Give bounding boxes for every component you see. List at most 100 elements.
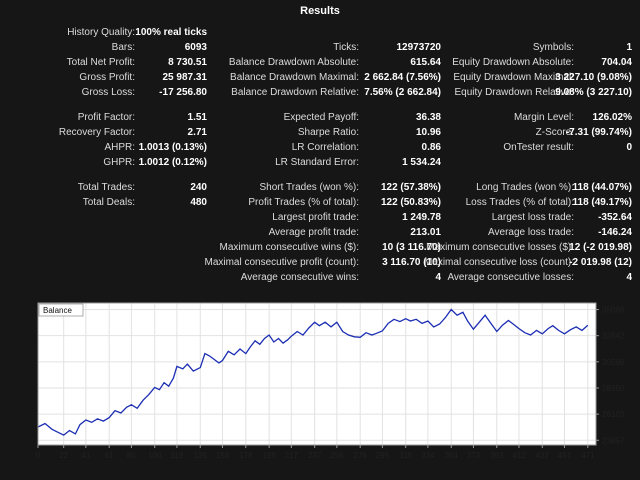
stat-value: 615.64 [410, 57, 441, 68]
legend-box [38, 303, 84, 317]
stat-value: 1.51 [187, 112, 207, 123]
stat-label: Margin Level: [513, 112, 574, 123]
stat-value: 12973720 [396, 42, 442, 53]
stat-label [207, 25, 359, 40]
stat-value: 213.01 [410, 227, 441, 238]
stats-table: History Quality: 100% real ticks Bars: 6093… [0, 25, 640, 285]
x-tick-label: 22 [59, 451, 68, 460]
stat-value [574, 25, 632, 40]
stat-value [135, 225, 207, 240]
x-tick-label: 334 [421, 451, 435, 460]
stat-value: 4 [626, 272, 632, 283]
stat-value: 1 [626, 42, 632, 53]
stat-value: 126.02% [592, 112, 632, 123]
stat-label: Maximal consecutive loss (count): [423, 257, 574, 268]
stat-value: 0 [626, 142, 632, 153]
stat-value [135, 270, 207, 285]
stat-label: Maximum consecutive losses ($): [426, 242, 574, 253]
stat-label: GHPR: [103, 157, 135, 168]
x-tick-label: 80 [127, 451, 136, 460]
stat-value: 2.71 [187, 127, 207, 138]
stat-value: 0.86 [421, 142, 441, 153]
stat-value: -146.24 [598, 227, 632, 238]
page-title: Results [300, 5, 340, 17]
stat-label: Sharpe Ratio: [297, 127, 359, 138]
stat-label: Z-Score: [535, 127, 574, 138]
stat-value: -17 256.80 [159, 87, 207, 98]
stat-value: 3 116.70 (10) [382, 257, 441, 268]
legend-label: Balance [43, 306, 72, 315]
stat-value [135, 240, 207, 255]
stat-label: Total Deals: [82, 197, 135, 208]
stat-label: Balance Drawdown Relative: [231, 87, 359, 98]
stat-value: 10 (3 116.70) [382, 242, 441, 253]
stat-label: Equity Drawdown Maximal: [453, 72, 574, 83]
stat-label: Gross Profit: [79, 72, 135, 83]
stat-value: 480 [190, 197, 207, 208]
x-tick-label: 373 [467, 451, 481, 460]
stat-value: 2 662.84 (7.56%) [364, 72, 441, 83]
stat-label: Profit Factor: [77, 112, 135, 123]
x-tick-label: 393 [490, 451, 504, 460]
stat-label: Equity Drawdown Relative: [454, 87, 575, 98]
stat-value [135, 210, 207, 225]
x-tick-label: 354 [445, 451, 459, 460]
stat-label: Equity Drawdown Absolute: [452, 57, 574, 68]
stat-label [2, 240, 135, 255]
stat-label: AHPR: [104, 142, 135, 153]
x-tick-label: 61 [105, 451, 114, 460]
x-tick-label: 451 [558, 451, 572, 460]
x-tick-label: 471 [581, 451, 595, 460]
stat-value: 122 (57.38%) [380, 182, 441, 193]
y-tick-label: 23857 [602, 436, 625, 445]
x-tick-label: 119 [171, 451, 184, 460]
stat-label: Profit Trades (% of total): [248, 197, 359, 208]
stat-label: Ticks: [333, 42, 359, 53]
x-tick-label: 217 [285, 451, 299, 460]
balance-chart-svg: 0 22 41 61 80 100 119 139 158 178 198 217 237 256 276 2… [36, 302, 625, 460]
balance-line [37, 308, 589, 436]
stat-label [441, 155, 574, 170]
stat-value: 100% real ticks [135, 27, 207, 38]
stats-group: Profit Factor: 1.51 Expected Payoff: 36.38 M… [2, 110, 640, 170]
stat-value [359, 25, 441, 40]
stat-value: 122 (50.83%) [380, 197, 441, 208]
y-tick-label: 35088 [602, 306, 625, 315]
stat-value: 3 227.10 (9.08%) [555, 72, 632, 83]
stat-label: Bars: [111, 42, 135, 53]
stat-label: Gross Loss: [81, 87, 135, 98]
stat-value: 10.96 [415, 127, 441, 138]
stat-label [2, 270, 135, 285]
stat-label: Maximum consecutive wins ($): [219, 242, 359, 253]
x-tick-label: 158 [216, 451, 230, 460]
stat-value: 36.38 [415, 112, 441, 123]
stat-value: 8 730.51 [168, 57, 207, 68]
stat-label: Long Trades (won %): [476, 182, 574, 193]
stat-label: OnTester result: [503, 142, 574, 153]
stats-group: History Quality: 100% real ticks Bars: 6093… [2, 25, 640, 100]
stat-value: 1 534.24 [402, 157, 441, 168]
x-tick-label: 237 [308, 451, 322, 460]
stat-label: Total Net Profit: [66, 57, 135, 68]
stat-value: 6093 [184, 42, 207, 53]
x-tick-label: 0 [36, 451, 41, 460]
stat-label: Average profit trade: [268, 227, 359, 238]
stat-label [2, 225, 135, 240]
stat-value: -2 019.98 (12) [569, 257, 632, 268]
stat-value: 9.08% (3 227.10) [555, 87, 632, 98]
stat-value [574, 155, 632, 170]
stat-label: Maximal consecutive profit (count): [204, 257, 359, 268]
stat-value: 1 249.78 [402, 212, 441, 223]
x-tick-label: 100 [148, 451, 162, 460]
balance-chart: 0 22 41 61 80 100 119 139 158 178 198 217 237 256 276 2… [0, 295, 640, 469]
y-tick-label: 26103 [602, 410, 625, 419]
stat-value: 1.0012 (0.12%) [138, 157, 207, 168]
stat-label: Short Trades (won %): [259, 182, 359, 193]
stat-value: 12 (-2 019.98) [569, 242, 632, 253]
stat-label: Largest profit trade: [272, 212, 359, 223]
stat-value: -352.64 [598, 212, 632, 223]
x-tick-label: 276 [354, 451, 368, 460]
x-tick-label: 139 [194, 451, 208, 460]
stat-label [2, 210, 135, 225]
